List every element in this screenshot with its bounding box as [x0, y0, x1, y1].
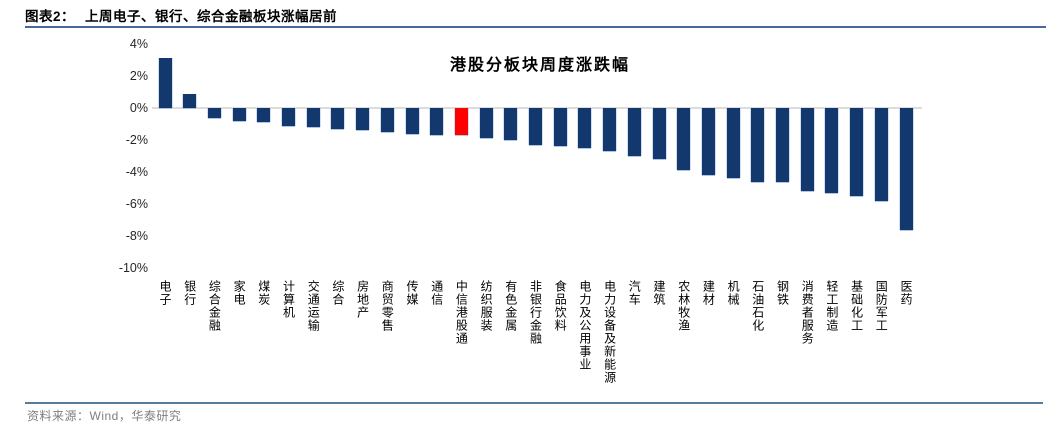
y-tick-label: -8%	[125, 229, 148, 243]
x-tick-label: 建材	[701, 280, 716, 306]
footer-divider	[25, 402, 1043, 404]
x-tick-label: 通信	[429, 280, 444, 306]
x-tick-label: 计算机	[281, 280, 296, 319]
chart-title: 港股分板块周度涨跌幅	[450, 57, 631, 74]
bar-27	[800, 108, 814, 192]
bar-23	[701, 108, 715, 176]
x-tick-label: 纺织服装	[479, 280, 494, 332]
x-tick-label: 传媒	[405, 280, 419, 306]
source-note: 资料来源：Wind，华泰研究	[27, 409, 182, 423]
y-tick-label: -2%	[125, 133, 148, 147]
x-tick-label: 家电	[232, 280, 247, 306]
bar-25	[751, 108, 765, 182]
x-tick-label: 医药	[899, 280, 913, 306]
bar-9	[356, 108, 370, 131]
x-tick-label: 煤炭	[256, 280, 271, 306]
x-tick-label: 交通运输	[306, 280, 321, 332]
bar-29	[850, 108, 864, 196]
bar-11	[405, 108, 419, 134]
header-divider	[25, 26, 1046, 28]
bar-19	[603, 108, 617, 152]
x-tick-label: 建筑	[652, 280, 666, 306]
bar-10	[380, 108, 394, 132]
bar-31	[899, 108, 913, 230]
x-tick-label: 电子	[158, 280, 172, 306]
x-tick-label: 电力设备及新能源	[602, 280, 617, 384]
bar-17	[553, 108, 567, 147]
x-tick-label: 农林牧渔	[676, 280, 691, 332]
bar-28	[825, 108, 839, 193]
figure-title: 上周电子、银行、综合金融板块涨幅居前	[85, 9, 338, 24]
bar-20	[627, 108, 641, 156]
bar-24	[726, 108, 740, 179]
bar-14	[479, 108, 493, 139]
x-tick-label: 综合	[330, 280, 345, 306]
y-tick-label: 2%	[129, 69, 148, 83]
bar-1	[158, 58, 172, 108]
y-tick-label: -4%	[125, 165, 148, 179]
y-tick-label: 4%	[129, 37, 148, 51]
x-tick-label: 石油石化	[750, 280, 765, 332]
bar-6	[282, 108, 295, 126]
x-tick-label: 银行	[182, 280, 197, 306]
x-tick-label: 机械	[726, 280, 741, 306]
bar-13	[454, 108, 468, 136]
bar-15	[504, 108, 518, 140]
bar-16	[529, 108, 542, 145]
y-tick-label: 0%	[129, 101, 148, 115]
bar-26	[776, 108, 789, 182]
x-tick-label: 有色金属	[503, 280, 518, 332]
x-tick-label: 非银行金融	[528, 280, 543, 345]
x-tick-label: 食品饮料	[553, 280, 568, 332]
bar-7	[306, 108, 320, 128]
bar-21	[652, 108, 666, 160]
bar-4	[232, 108, 246, 121]
x-tick-label: 国防军工	[874, 280, 889, 332]
figure-header: 图表2： 上周电子、银行、综合金融板块涨幅居前	[25, 5, 1045, 25]
y-tick-label: -10%	[118, 261, 148, 275]
bar-12	[430, 108, 444, 136]
x-tick-label: 中信港股通	[454, 280, 469, 345]
bar-8	[331, 108, 345, 129]
figure-number: 图表2：	[25, 9, 76, 24]
x-tick-label: 房地产	[355, 280, 370, 319]
bar-2	[183, 93, 197, 108]
bar-18	[578, 108, 592, 148]
bar-22	[677, 108, 691, 171]
x-tick-label: 商贸零售	[380, 280, 395, 332]
x-tick-label: 汽车	[627, 280, 642, 306]
bar-5	[257, 108, 271, 123]
bar-30	[874, 108, 888, 201]
bar-3	[207, 108, 221, 118]
x-tick-label: 消费者服务	[800, 280, 815, 345]
x-tick-label: 电力及公用事业	[577, 280, 592, 371]
x-tick-label: 基础化工	[849, 280, 864, 332]
x-tick-label: 轻工制造	[824, 280, 839, 332]
x-tick-label: 综合金融	[207, 280, 222, 332]
bar-chart: 港股分板块周度涨跌幅 4% 2% 0% -2% -4% -6% -8% -10% 电子 银行 综合…	[118, 37, 922, 384]
x-tick-label: 钢铁	[775, 280, 790, 306]
y-tick-label: -6%	[125, 197, 148, 211]
